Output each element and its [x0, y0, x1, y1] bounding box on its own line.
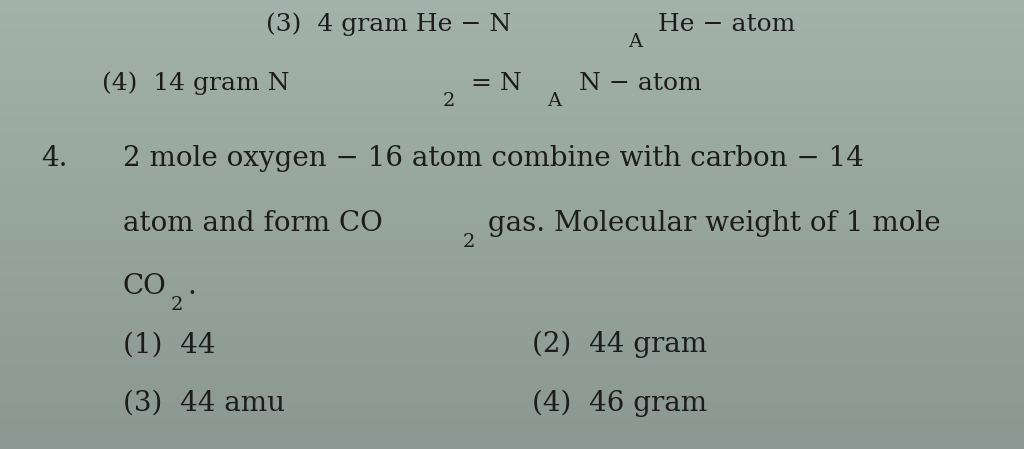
Text: 2: 2	[442, 92, 455, 110]
Text: (1)  44: (1) 44	[123, 331, 215, 358]
Text: gas. Molecular weight of 1 mole: gas. Molecular weight of 1 mole	[479, 210, 941, 237]
Text: atom and form CO: atom and form CO	[123, 210, 383, 237]
Text: 2 mole oxygen − 16 atom combine with carbon − 14: 2 mole oxygen − 16 atom combine with car…	[123, 145, 864, 172]
Text: (3)  44 amu: (3) 44 amu	[123, 390, 285, 417]
Text: (4)  14 gram N: (4) 14 gram N	[102, 71, 290, 95]
Text: He − atom: He − atom	[650, 13, 796, 36]
Text: .: .	[187, 273, 197, 300]
Text: A: A	[547, 92, 561, 110]
Text: 2: 2	[171, 296, 183, 314]
Text: 2: 2	[463, 233, 475, 251]
Text: N − atom: N − atom	[571, 72, 702, 95]
Text: (4)  46 gram: (4) 46 gram	[532, 389, 708, 417]
Text: (2)  44 gram: (2) 44 gram	[532, 331, 708, 358]
Text: 4.: 4.	[41, 145, 68, 172]
Text: (3)  4 gram He − N: (3) 4 gram He − N	[266, 13, 512, 36]
Text: = N: = N	[463, 72, 521, 95]
Text: A: A	[628, 33, 642, 51]
Text: CO: CO	[123, 273, 167, 300]
